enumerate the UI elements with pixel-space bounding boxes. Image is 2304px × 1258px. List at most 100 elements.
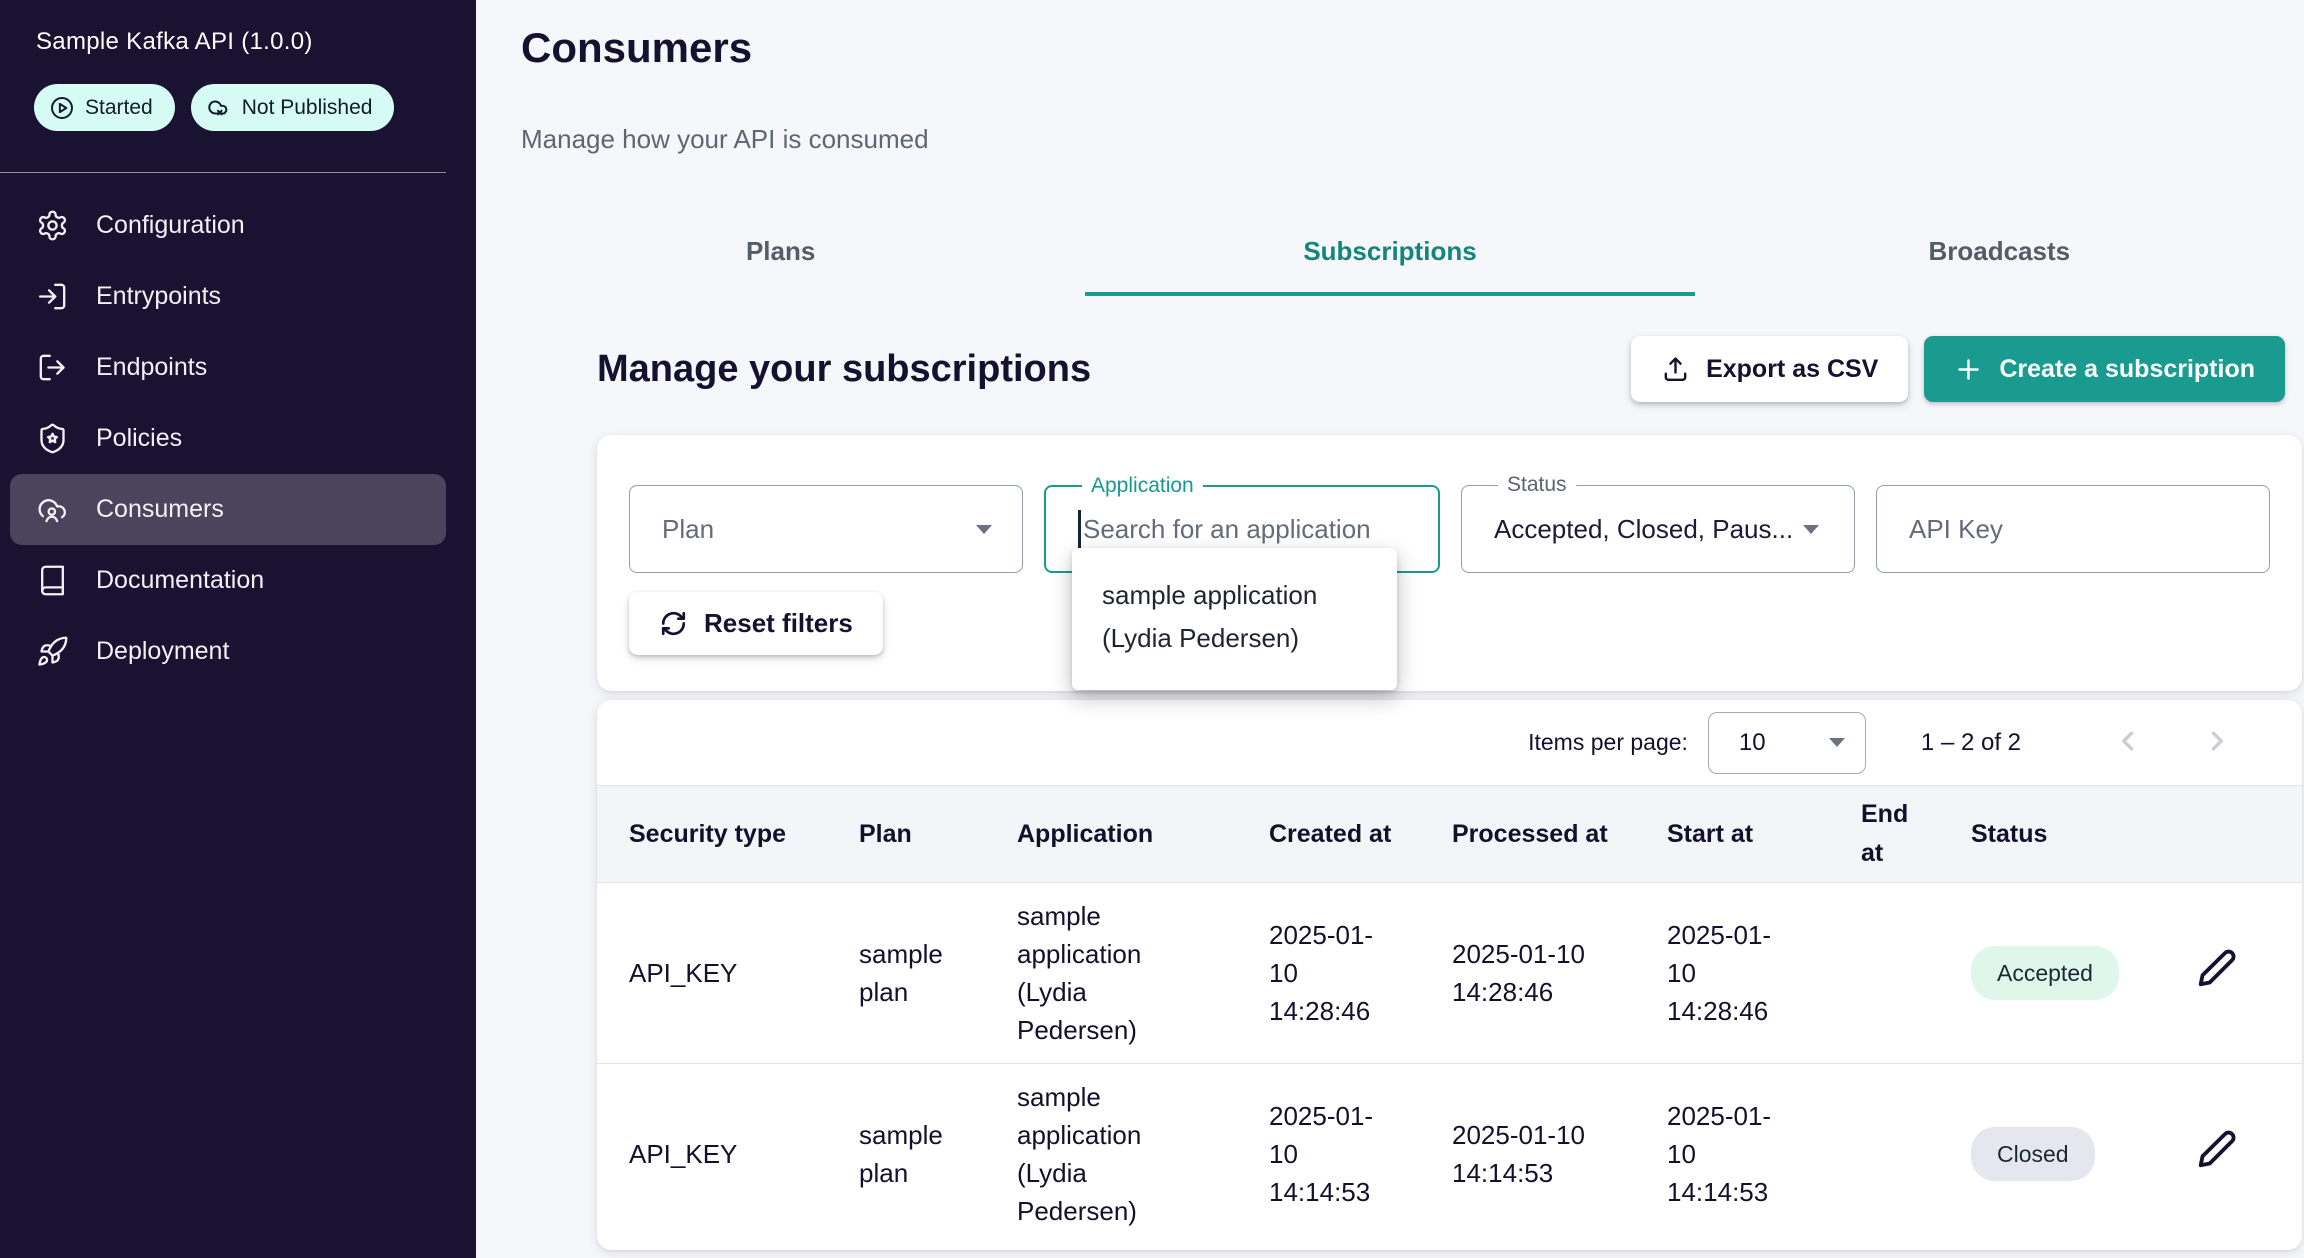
filters-card: Plan Application Search for an applicati… <box>597 435 2302 691</box>
column-header-security-type: Security type <box>597 785 847 883</box>
cell-processed-at: 2025-01-10 14:14:53 <box>1452 1120 1585 1188</box>
column-header-processed-at: Processed at <box>1440 785 1655 883</box>
dropdown-arrow-icon <box>976 524 992 534</box>
cloud-unpublished-icon <box>208 100 227 115</box>
sidebar-item-entrypoints[interactable]: Entrypoints <box>10 261 446 332</box>
column-header-actions <box>2182 785 2302 883</box>
active-tab-underline <box>1085 292 1695 296</box>
api-key-filter-field <box>1876 485 2270 573</box>
sidebar-item-label: Documentation <box>96 566 265 594</box>
badge-label: Not Published <box>241 95 373 119</box>
pencil-icon <box>2198 1130 2236 1168</box>
cell-security-type: API_KEY <box>597 882 847 1064</box>
status-filter-value: Accepted, Closed, Paus... <box>1494 513 1794 544</box>
text-cursor <box>1078 510 1081 548</box>
status-chip: Accepted <box>1971 946 2119 1000</box>
column-header-application: Application <box>1005 785 1257 883</box>
exit-arrow-icon <box>39 354 65 381</box>
tab-label: Plans <box>745 236 816 266</box>
cell-plan: sample plan <box>847 882 1005 1064</box>
cell-application: sample application (Lydia Pedersen) <box>1017 1082 1142 1226</box>
upload-icon <box>1664 356 1687 381</box>
next-page-button[interactable] <box>2200 724 2234 761</box>
shield-star-icon <box>40 423 65 454</box>
sidebar-item-label: Policies <box>96 424 183 452</box>
api-badges: Started Not Published <box>34 84 395 131</box>
plus-icon <box>1958 358 1980 380</box>
page-subtitle: Manage how your API is consumed <box>521 124 929 154</box>
cell-end-at <box>1849 1064 1959 1245</box>
tab-subscriptions[interactable]: Subscriptions <box>1085 222 1695 296</box>
cell-created-at: 2025-01-10 14:28:46 <box>1257 882 1440 1064</box>
items-per-page-select[interactable]: 10 <box>1707 711 1866 774</box>
application-suggestion-option[interactable]: sample application (Lydia Pedersen) <box>1102 580 1318 653</box>
edit-subscription-button[interactable] <box>2194 945 2240 994</box>
main-content: Consumers Manage how your API is consume… <box>476 0 2304 1258</box>
sidebar-item-label: Deployment <box>96 637 230 665</box>
sidebar-item-label: Consumers <box>96 495 224 523</box>
chevron-right-icon <box>2211 731 2223 751</box>
section-header: Manage your subscriptions Export as CSV … <box>597 334 2285 404</box>
status-badge-started: Started <box>34 84 175 131</box>
sidebar-item-consumers[interactable]: Consumers <box>10 474 446 545</box>
chevron-left-icon <box>2122 731 2134 751</box>
sidebar-item-label: Endpoints <box>96 353 208 381</box>
cell-actions <box>2182 882 2302 1064</box>
play-circle-icon <box>51 96 73 119</box>
table-row: API_KEY sample plan sample application (… <box>597 1064 2302 1245</box>
cloud-user-icon <box>38 499 66 523</box>
pencil-icon <box>2198 949 2236 987</box>
refresh-icon <box>661 611 686 636</box>
cell-status: Closed <box>1959 1064 2182 1245</box>
sidebar-nav: Configuration Entrypoints Endpoints Poli… <box>0 190 476 687</box>
book-icon <box>41 565 64 596</box>
sidebar-item-deployment[interactable]: Deployment <box>10 616 446 687</box>
tab-broadcasts[interactable]: Broadcasts <box>1695 222 2304 296</box>
page-range-label: 1 – 2 of 2 <box>1920 728 2021 756</box>
sidebar-item-endpoints[interactable]: Endpoints <box>10 332 446 403</box>
sidebar-item-configuration[interactable]: Configuration <box>10 190 446 261</box>
export-csv-label: Export as CSV <box>1706 354 1879 383</box>
cell-processed-at: 2025-01-10 14:28:46 <box>1440 882 1655 1064</box>
tab-plans[interactable]: Plans <box>476 222 1085 296</box>
cell-application: sample application (Lydia Pedersen) <box>1005 882 1257 1064</box>
tab-bar: Plans Subscriptions Broadcasts <box>476 222 2304 296</box>
badge-label: Started <box>85 95 153 119</box>
cell-status: Accepted <box>1959 882 2182 1064</box>
sidebar-item-documentation[interactable]: Documentation <box>10 545 446 616</box>
reset-filters-button[interactable]: Reset filters <box>629 592 883 655</box>
plan-filter-select[interactable]: Plan <box>629 485 1023 573</box>
column-header-end-at: End at <box>1849 785 1959 883</box>
status-filter-select[interactable]: Status Accepted, Closed, Paus... <box>1461 473 1855 573</box>
sidebar: Sample Kafka API (1.0.0) Started Not Pub… <box>0 0 476 1258</box>
create-subscription-label: Create a subscription <box>1999 354 2255 383</box>
status-filter-label: Status <box>1498 473 1576 497</box>
export-csv-button[interactable]: Export as CSV <box>1631 336 1909 402</box>
dropdown-arrow-icon <box>1803 524 1820 534</box>
rocket-icon <box>38 636 68 666</box>
filter-fields: Plan Application Search for an applicati… <box>629 473 2270 573</box>
sidebar-item-policies[interactable]: Policies <box>10 403 446 474</box>
cell-security-type: API_KEY <box>629 1139 738 1169</box>
api-key-filter-input[interactable] <box>1909 513 2239 545</box>
create-subscription-button[interactable]: Create a subscription <box>1924 336 2285 402</box>
dropdown-arrow-icon <box>1828 738 1845 747</box>
cell-created-at: 2025-01-10 14:14:53 <box>1269 1101 1374 1207</box>
application-suggestion-panel: sample application (Lydia Pedersen) <box>1072 548 1397 690</box>
plan-filter-placeholder: Plan <box>662 513 715 544</box>
sidebar-item-label: Entrypoints <box>96 282 222 310</box>
cell-start-at: 2025-01-10 14:28:46 <box>1655 882 1849 1064</box>
edit-subscription-button[interactable] <box>2194 1126 2240 1175</box>
column-header-created-at: Created at <box>1257 785 1440 883</box>
cell-actions <box>2182 1064 2302 1245</box>
tab-label: Broadcasts <box>1928 236 2071 266</box>
cell-end-at <box>1849 882 1959 1064</box>
application-filter-placeholder: Search for an application <box>1083 513 1371 544</box>
items-per-page-value: 10 <box>1738 728 1766 756</box>
api-title: Sample Kafka API (1.0.0) <box>36 28 313 55</box>
application-filter-label: Application <box>1082 474 1203 498</box>
column-header-status: Status <box>1959 785 2182 883</box>
status-chip: Closed <box>1971 1127 2095 1181</box>
previous-page-button[interactable] <box>2111 724 2145 761</box>
pagination-bar: Items per page: 10 1 – 2 of 2 <box>597 700 2302 785</box>
